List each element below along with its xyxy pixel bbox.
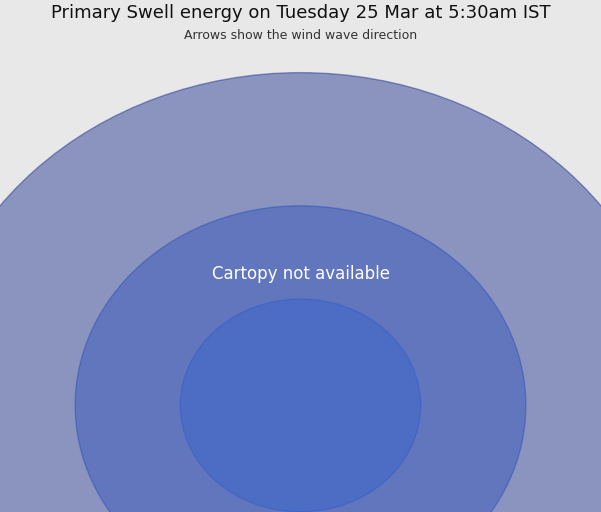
Text: Arrows show the wind wave direction: Arrows show the wind wave direction — [184, 29, 417, 42]
Text: Primary Swell energy on Tuesday 25 Mar at 5:30am IST: Primary Swell energy on Tuesday 25 Mar a… — [50, 4, 551, 22]
Text: Cartopy not available: Cartopy not available — [212, 265, 389, 283]
Circle shape — [0, 73, 601, 512]
Circle shape — [180, 299, 421, 512]
Circle shape — [75, 206, 526, 512]
